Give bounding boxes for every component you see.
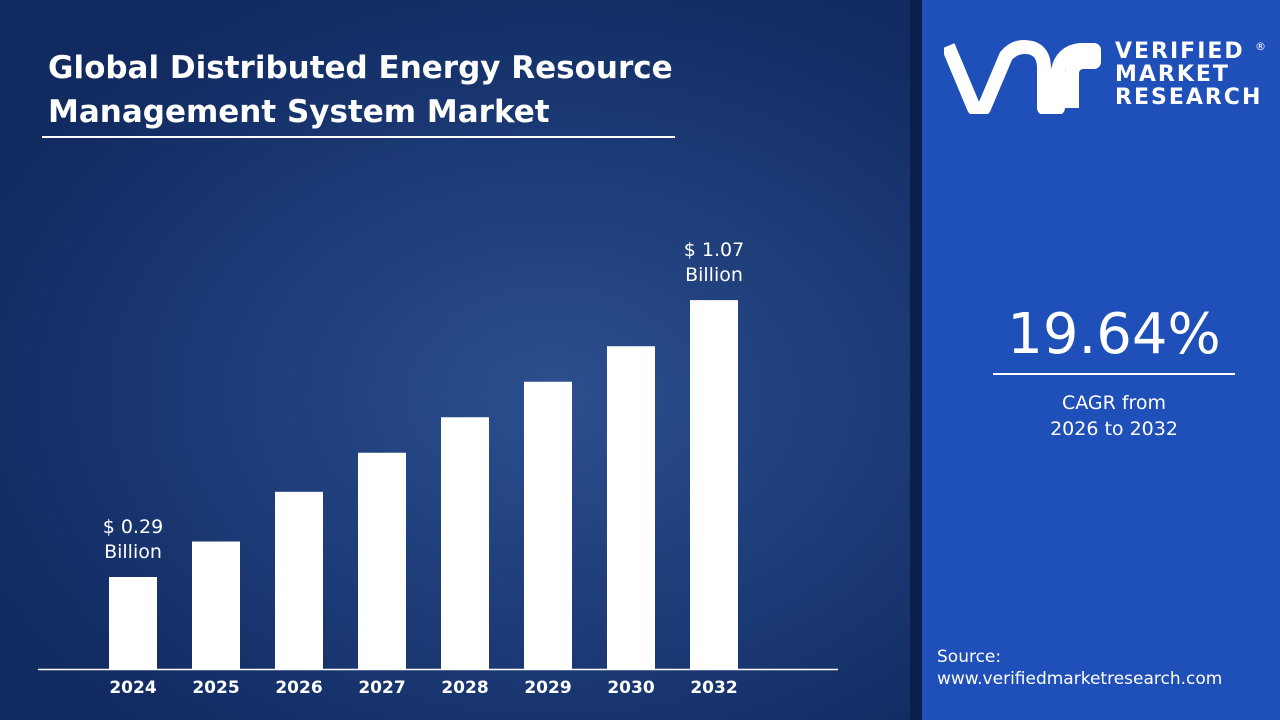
registered-mark: ®	[1255, 40, 1266, 53]
bar-2027	[358, 452, 406, 669]
chart-title: Global Distributed Energy Resource Manag…	[48, 46, 673, 134]
cagr-label-line-1: CAGR from	[1061, 392, 1167, 414]
data-label: $ 0.29	[103, 516, 163, 538]
brand-line-3: RESEARCH	[1115, 85, 1263, 110]
brand-line-2: MARKET	[1115, 62, 1230, 87]
x-tick-label: 2029	[524, 678, 571, 698]
vmr-logo-icon	[944, 40, 1101, 114]
bar-2025	[192, 541, 240, 669]
source-label: Source:	[937, 647, 1002, 667]
source: Source: www.verifiedmarketresearch.com	[937, 646, 1222, 690]
bar-2030	[607, 346, 655, 669]
brand-line-1: VERIFIED	[1115, 39, 1245, 64]
x-tick-label: 2025	[192, 678, 239, 698]
cagr-value: 19.64%	[1007, 302, 1221, 367]
title-line-1: Global Distributed Energy Resource	[48, 50, 673, 86]
brand-name: VERIFIED MARKET RESEARCH	[1115, 40, 1262, 109]
bar-2026	[275, 491, 323, 669]
title-line-2: Management System Market	[48, 94, 550, 130]
bar-2028	[441, 417, 489, 669]
cagr-divider	[993, 373, 1235, 375]
x-tick-label: 2028	[441, 678, 488, 698]
x-tick-label: 2030	[607, 678, 654, 698]
x-tick-label: 2027	[358, 678, 405, 698]
data-label: Billion	[685, 264, 743, 286]
x-tick-label: 2024	[109, 678, 156, 698]
x-tick-label: 2032	[690, 678, 737, 698]
cagr-label: CAGR from 2026 to 2032	[993, 390, 1235, 442]
x-tick-label: 2026	[275, 678, 322, 698]
cagr-label-line-2: 2026 to 2032	[1050, 418, 1178, 440]
bar-2029	[524, 381, 572, 669]
bar-chart: 2024 2025 2026 2027 2028 2029 2030 2032 $ 0.29 Bi…	[38, 239, 838, 698]
side-panel	[922, 0, 1280, 720]
bar-2032	[690, 300, 738, 669]
source-url[interactable]: www.verifiedmarketresearch.com	[937, 669, 1223, 689]
title-underline	[42, 136, 675, 138]
data-label: $ 1.07	[684, 239, 744, 261]
bar-2024	[109, 577, 157, 669]
data-label: Billion	[104, 541, 162, 563]
